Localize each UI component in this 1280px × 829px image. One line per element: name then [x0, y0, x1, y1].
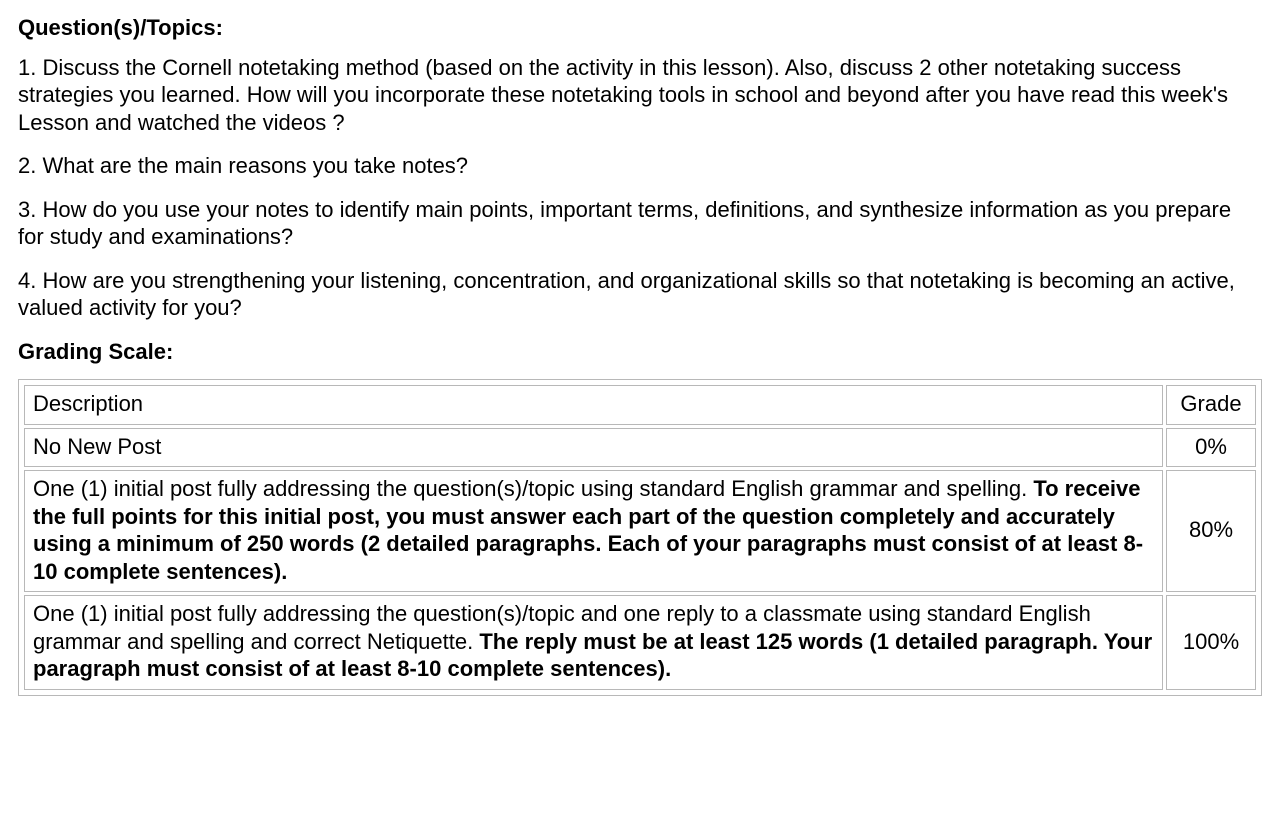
question-1: 1. Discuss the Cornell notetaking method…	[18, 54, 1262, 137]
cell-grade: 0%	[1166, 428, 1256, 468]
table-row: One (1) initial post fully addressing th…	[24, 470, 1256, 592]
cell-description: One (1) initial post fully addressing th…	[24, 470, 1163, 592]
cell-grade: 100%	[1166, 595, 1256, 690]
question-4: 4. How are you strengthening your listen…	[18, 267, 1262, 322]
cell-description: No New Post	[24, 428, 1163, 468]
question-2: 2. What are the main reasons you take no…	[18, 152, 1262, 180]
header-description: Description	[24, 385, 1163, 425]
question-3: 3. How do you use your notes to identify…	[18, 196, 1262, 251]
table-header-row: Description Grade	[24, 385, 1256, 425]
table-row: No New Post 0%	[24, 428, 1256, 468]
grading-table: Description Grade No New Post 0% One (1)…	[18, 379, 1262, 696]
grading-scale-heading: Grading Scale:	[18, 338, 1262, 366]
header-grade: Grade	[1166, 385, 1256, 425]
questions-heading: Question(s)/Topics:	[18, 14, 1262, 42]
cell-grade: 80%	[1166, 470, 1256, 592]
table-row: One (1) initial post fully addressing th…	[24, 595, 1256, 690]
desc-plain-text: One (1) initial post fully addressing th…	[33, 476, 1033, 501]
cell-description: One (1) initial post fully addressing th…	[24, 595, 1163, 690]
